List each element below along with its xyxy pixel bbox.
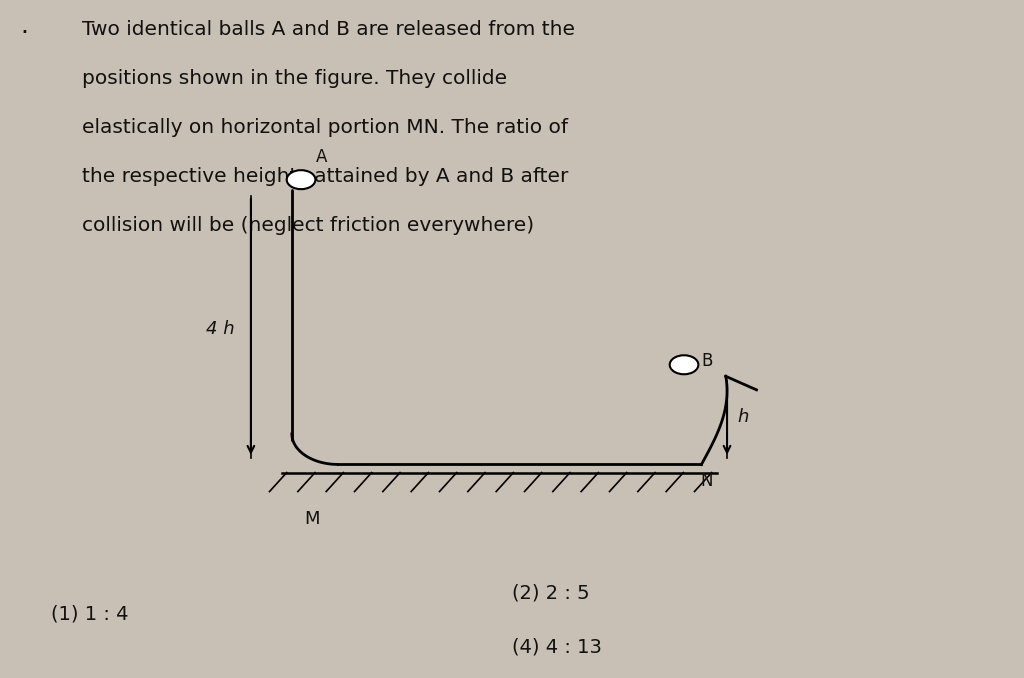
Text: M: M: [304, 510, 321, 527]
Text: elastically on horizontal portion MN. The ratio of: elastically on horizontal portion MN. Th…: [82, 118, 568, 137]
Text: N: N: [700, 473, 713, 490]
Text: (1) 1 : 4: (1) 1 : 4: [51, 604, 129, 623]
Text: (4) 4 : 13: (4) 4 : 13: [512, 638, 602, 657]
Text: positions shown in the figure. They collide: positions shown in the figure. They coll…: [82, 69, 507, 88]
Text: 4 h: 4 h: [206, 320, 234, 338]
Text: the respective heights attained by A and B after: the respective heights attained by A and…: [82, 167, 568, 186]
Circle shape: [287, 170, 315, 189]
Text: Two identical balls A and B are released from the: Two identical balls A and B are released…: [82, 20, 574, 39]
Text: B: B: [701, 352, 713, 370]
Text: h: h: [737, 408, 749, 426]
Text: .: .: [20, 14, 29, 37]
Circle shape: [670, 355, 698, 374]
Text: (2) 2 : 5: (2) 2 : 5: [512, 584, 590, 603]
Text: collision will be (neglect friction everywhere): collision will be (neglect friction ever…: [82, 216, 535, 235]
Text: A: A: [315, 148, 327, 166]
